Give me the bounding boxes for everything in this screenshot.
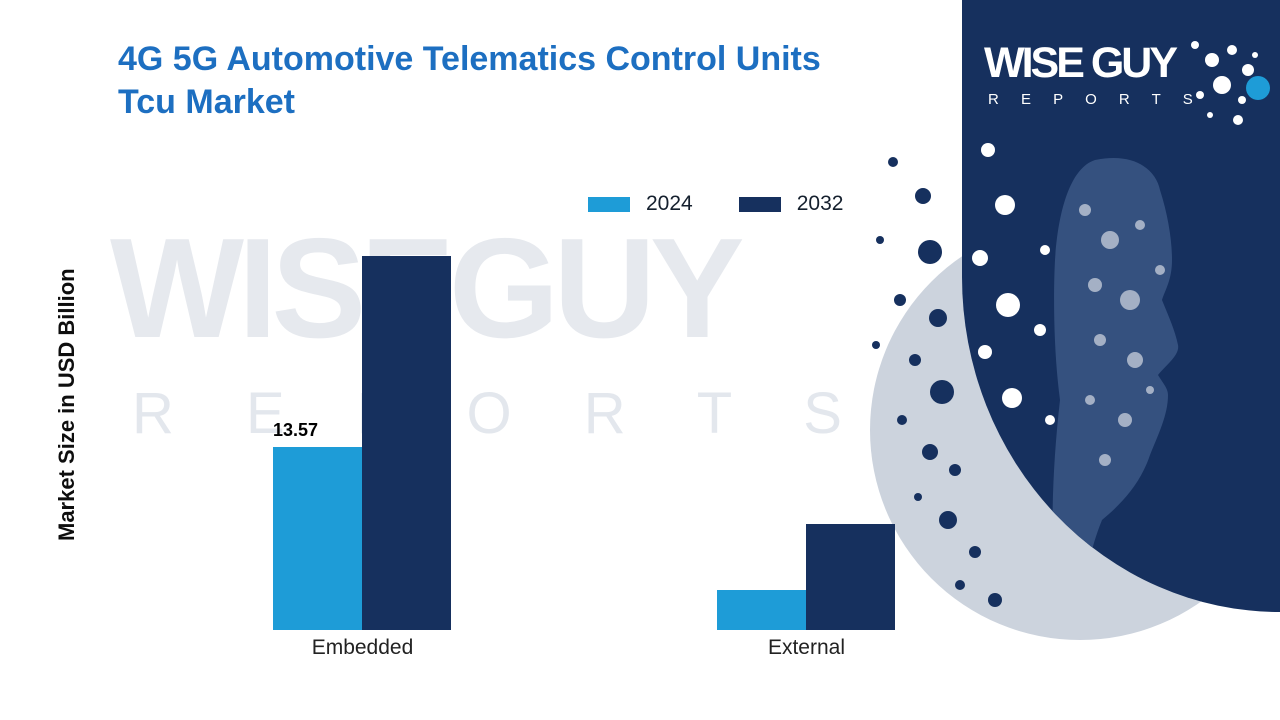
y-axis-label: Market Size in USD Billion	[54, 268, 79, 542]
bar-value-label-embedded-2024: 13.57	[273, 420, 319, 440]
legend-swatch-2032	[738, 196, 781, 212]
logo-head-dots	[1191, 41, 1258, 125]
logo-blue-dot	[1246, 76, 1270, 100]
brand-head-graphic	[870, 0, 1280, 640]
watermark-line2: R E P O R T S	[132, 381, 870, 446]
legend-item-2024: 2024	[588, 192, 693, 216]
legend-item-2032: 2032	[738, 192, 844, 216]
face-profile-silhouette	[1052, 158, 1179, 601]
outer-navy-dots	[872, 157, 1002, 607]
category-label-external: External	[767, 636, 846, 659]
brand-logo: WISE GUY R E P O R T S	[984, 39, 1202, 109]
category-label-embedded: Embedded	[311, 636, 414, 659]
brand-wordmark: WISE GUY	[984, 39, 1178, 87]
bar-embedded-2032	[362, 256, 451, 630]
bar-embedded-2024: 13.57	[273, 420, 362, 630]
bar-external-2032	[806, 524, 895, 630]
legend-label-2024: 2024	[646, 192, 693, 215]
legend-label-2032: 2032	[796, 192, 844, 215]
legend-swatch-2024	[588, 196, 630, 212]
bar-external-2024	[717, 590, 806, 630]
brand-subtext: R E P O R T S	[988, 91, 1202, 108]
page-title: 4G 5G Automotive Telematics Control Unit…	[118, 40, 821, 121]
chart-legend: 2024 2032	[588, 192, 843, 216]
head-brain-dots	[1079, 204, 1165, 466]
